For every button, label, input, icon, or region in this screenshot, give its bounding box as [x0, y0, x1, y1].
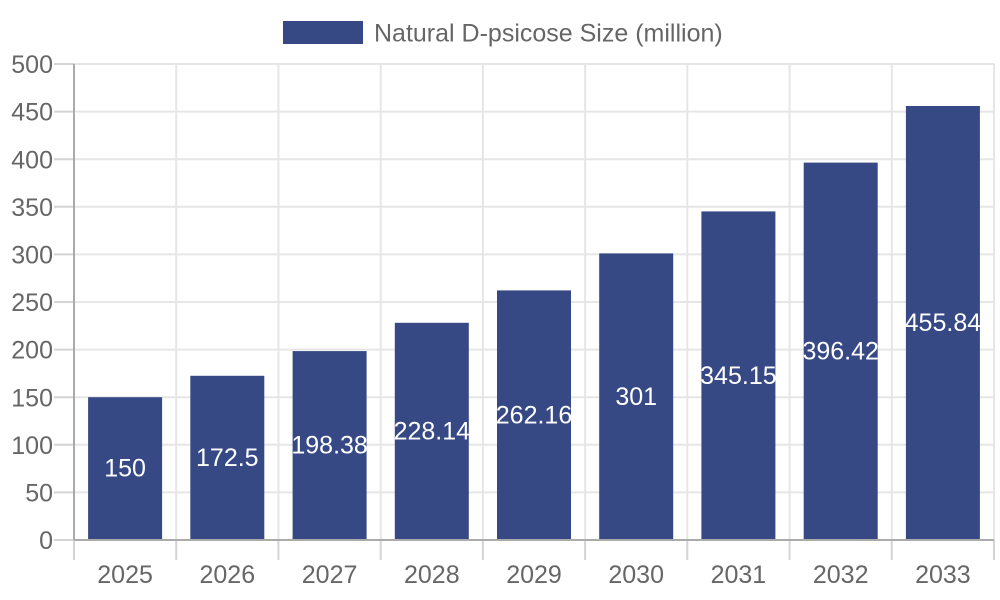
svg-text:2025: 2025 [97, 561, 153, 589]
svg-text:2033: 2033 [915, 561, 971, 589]
svg-text:198.38: 198.38 [291, 432, 367, 460]
svg-text:301: 301 [615, 383, 657, 411]
svg-text:228.14: 228.14 [394, 418, 471, 446]
svg-text:250: 250 [11, 289, 53, 317]
svg-text:172.5: 172.5 [196, 444, 259, 472]
svg-text:2027: 2027 [302, 561, 358, 589]
svg-text:455.84: 455.84 [905, 309, 982, 337]
svg-text:400: 400 [11, 146, 53, 174]
svg-text:396.42: 396.42 [802, 337, 878, 365]
svg-text:2031: 2031 [711, 561, 767, 589]
svg-text:2032: 2032 [813, 561, 869, 589]
svg-text:500: 500 [11, 51, 53, 79]
svg-text:2026: 2026 [199, 561, 255, 589]
svg-text:200: 200 [11, 337, 53, 365]
svg-text:300: 300 [11, 242, 53, 270]
svg-text:2029: 2029 [506, 561, 562, 589]
svg-text:150: 150 [11, 384, 53, 412]
svg-text:50: 50 [25, 480, 53, 508]
svg-text:2030: 2030 [608, 561, 664, 589]
svg-text:0: 0 [39, 527, 53, 555]
svg-text:2028: 2028 [404, 561, 460, 589]
svg-text:450: 450 [11, 99, 53, 127]
svg-text:350: 350 [11, 194, 53, 222]
svg-text:100: 100 [11, 432, 53, 460]
svg-text:Natural D-psicose Size (millio: Natural D-psicose Size (million) [374, 20, 723, 48]
svg-text:262.16: 262.16 [496, 401, 572, 429]
svg-text:345.15: 345.15 [700, 362, 776, 390]
svg-text:150: 150 [104, 455, 146, 483]
